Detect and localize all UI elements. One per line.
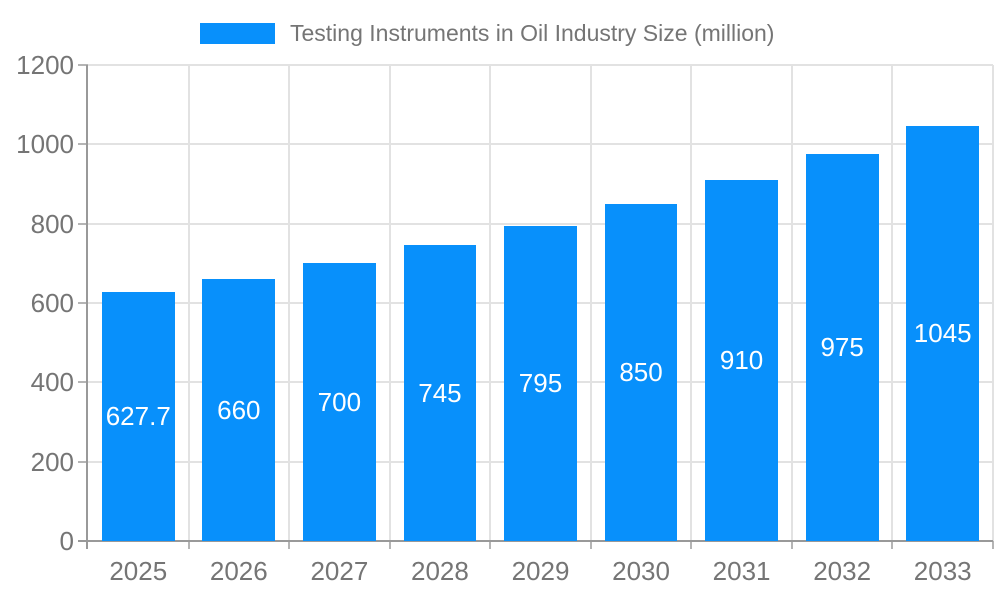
gridline-vertical bbox=[187, 65, 190, 541]
x-axis-tick bbox=[992, 541, 994, 549]
y-axis-label: 400 bbox=[30, 367, 74, 398]
x-axis-tick bbox=[589, 541, 592, 549]
x-axis-line bbox=[78, 540, 993, 542]
x-axis-label: 2029 bbox=[511, 556, 570, 586]
y-axis-label: 200 bbox=[30, 446, 74, 477]
x-axis-label: 2030 bbox=[612, 556, 670, 586]
y-axis-label: 600 bbox=[30, 288, 74, 318]
gridline-horizontal bbox=[88, 222, 993, 225]
x-axis-tick bbox=[187, 541, 190, 549]
y-axis-tick bbox=[78, 381, 88, 384]
gridline-vertical bbox=[388, 65, 391, 541]
gridline-vertical bbox=[489, 65, 492, 541]
legend-title: Testing Instruments in Oil Industry Size… bbox=[290, 20, 775, 46]
y-axis-tick bbox=[78, 64, 88, 66]
bar-value-label: 795 bbox=[518, 367, 563, 398]
bar-2033: 1045 bbox=[906, 126, 980, 541]
bar-value-label: 745 bbox=[418, 377, 462, 408]
bar-value-label: 850 bbox=[619, 356, 663, 387]
x-axis-tick bbox=[489, 541, 492, 549]
bar-value-label: 700 bbox=[317, 386, 362, 417]
y-axis-label: 800 bbox=[30, 208, 74, 239]
bar-2030: 850 bbox=[604, 203, 678, 541]
gridline-vertical bbox=[589, 65, 592, 541]
bar-value-label: 975 bbox=[820, 332, 864, 363]
x-axis-tick bbox=[388, 541, 391, 549]
x-axis-tick bbox=[891, 541, 894, 549]
y-axis-tick bbox=[78, 302, 88, 304]
y-axis-label: 0 bbox=[59, 526, 74, 556]
bar-value-label: 627.7 bbox=[105, 400, 171, 431]
gridline-vertical bbox=[690, 65, 693, 541]
y-axis-line bbox=[86, 65, 88, 549]
x-axis-tick bbox=[690, 541, 693, 549]
bar-2031: 910 bbox=[705, 180, 778, 541]
gridline-vertical bbox=[992, 65, 994, 541]
x-axis-tick bbox=[288, 541, 291, 549]
gridline-horizontal bbox=[88, 64, 993, 66]
x-axis-label: 2032 bbox=[813, 556, 872, 586]
bar-2027: 700 bbox=[303, 263, 376, 541]
y-axis-tick bbox=[78, 460, 88, 463]
gridline-vertical bbox=[790, 65, 793, 541]
chart-legend[interactable]: Testing Instruments in Oil Industry Size… bbox=[200, 20, 774, 47]
bar-2026: 660 bbox=[202, 279, 276, 541]
bar-2029: 795 bbox=[504, 225, 577, 541]
gridline-vertical bbox=[891, 65, 894, 541]
y-axis-tick bbox=[78, 143, 88, 146]
x-axis-label: 2028 bbox=[411, 556, 469, 586]
y-axis-label: 1000 bbox=[16, 129, 74, 160]
y-axis-tick bbox=[78, 222, 88, 225]
x-axis-label: 2027 bbox=[310, 556, 369, 586]
bar-value-label: 1045 bbox=[913, 318, 972, 349]
y-axis-label: 1200 bbox=[16, 50, 74, 80]
bar-value-label: 910 bbox=[719, 345, 764, 375]
bar-value-label: 660 bbox=[217, 394, 261, 425]
gridline-horizontal bbox=[88, 143, 993, 146]
x-axis-label: 2026 bbox=[209, 556, 268, 586]
legend-swatch-icon bbox=[200, 23, 275, 44]
gridline-vertical bbox=[288, 65, 291, 541]
x-axis-label: 2025 bbox=[109, 556, 168, 586]
x-axis-tick bbox=[790, 541, 793, 549]
bar-2032: 975 bbox=[805, 154, 879, 541]
bar-2028: 745 bbox=[403, 245, 477, 541]
x-axis-label: 2031 bbox=[712, 556, 771, 586]
bar-2025: 627.7 bbox=[101, 292, 175, 541]
x-axis-label: 2033 bbox=[913, 556, 972, 586]
